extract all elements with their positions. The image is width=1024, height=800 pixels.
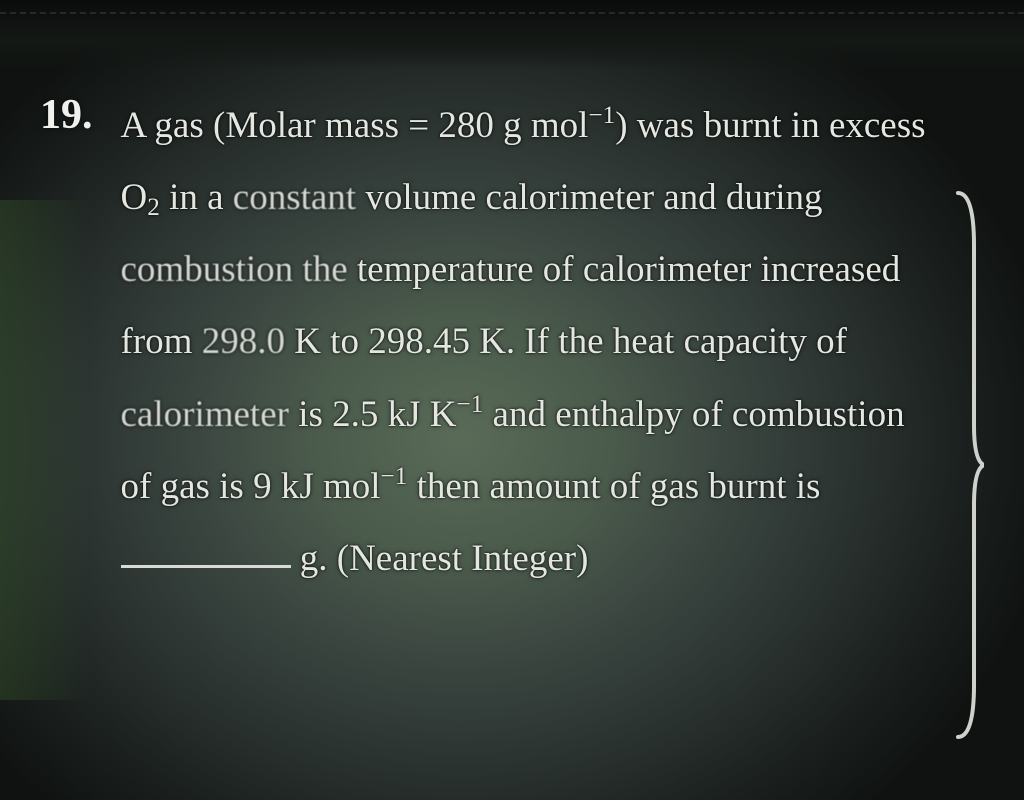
answer-blank <box>121 565 291 568</box>
question-row: 19. A gas (Molar mass = 280 g mol−1) was… <box>40 90 984 595</box>
exp-neg1-c: −1 <box>381 463 408 490</box>
text-p12: kJ mol <box>272 466 381 507</box>
text-p1: A gas (Molar mass = <box>121 105 439 146</box>
text-calorimeter: calorimeter <box>121 394 289 435</box>
o2-subscript: 2 <box>147 194 160 221</box>
top-stitching <box>0 12 1024 16</box>
question-text: A gas (Molar mass = 280 g mol−1) was bur… <box>121 90 985 595</box>
right-curly-brace <box>950 185 984 745</box>
text-p2: g mol <box>494 105 589 146</box>
t2-value: 298.45 <box>368 321 470 362</box>
enthalpy-value: 9 <box>253 466 272 507</box>
text-p10: kJ K <box>378 394 456 435</box>
text-p4: in a <box>160 177 233 218</box>
text-p5: volume calorimeter and during <box>356 177 822 218</box>
text-p13: then amount of gas burnt is <box>407 466 820 507</box>
exp-neg1-a: −1 <box>588 102 615 129</box>
text-p14: g. (Nearest Integer) <box>291 538 589 579</box>
top-dark-edge <box>0 0 1024 70</box>
text-p7: K to <box>285 321 368 362</box>
question-container: 19. A gas (Molar mass = 280 g mol−1) was… <box>40 90 984 770</box>
brace-svg <box>950 185 984 745</box>
text-constant: constant <box>233 177 356 218</box>
text-p8: K. If the heat capacity of <box>470 321 847 362</box>
text-p9: is <box>289 394 332 435</box>
molar-mass-value: 280 <box>438 105 494 146</box>
question-number: 19. <box>40 90 93 140</box>
t1-value: 298.0 <box>202 321 285 362</box>
exp-neg1-b: −1 <box>457 391 484 418</box>
text-combustion: combustion the <box>121 249 348 290</box>
heat-cap-value: 2.5 <box>332 394 378 435</box>
